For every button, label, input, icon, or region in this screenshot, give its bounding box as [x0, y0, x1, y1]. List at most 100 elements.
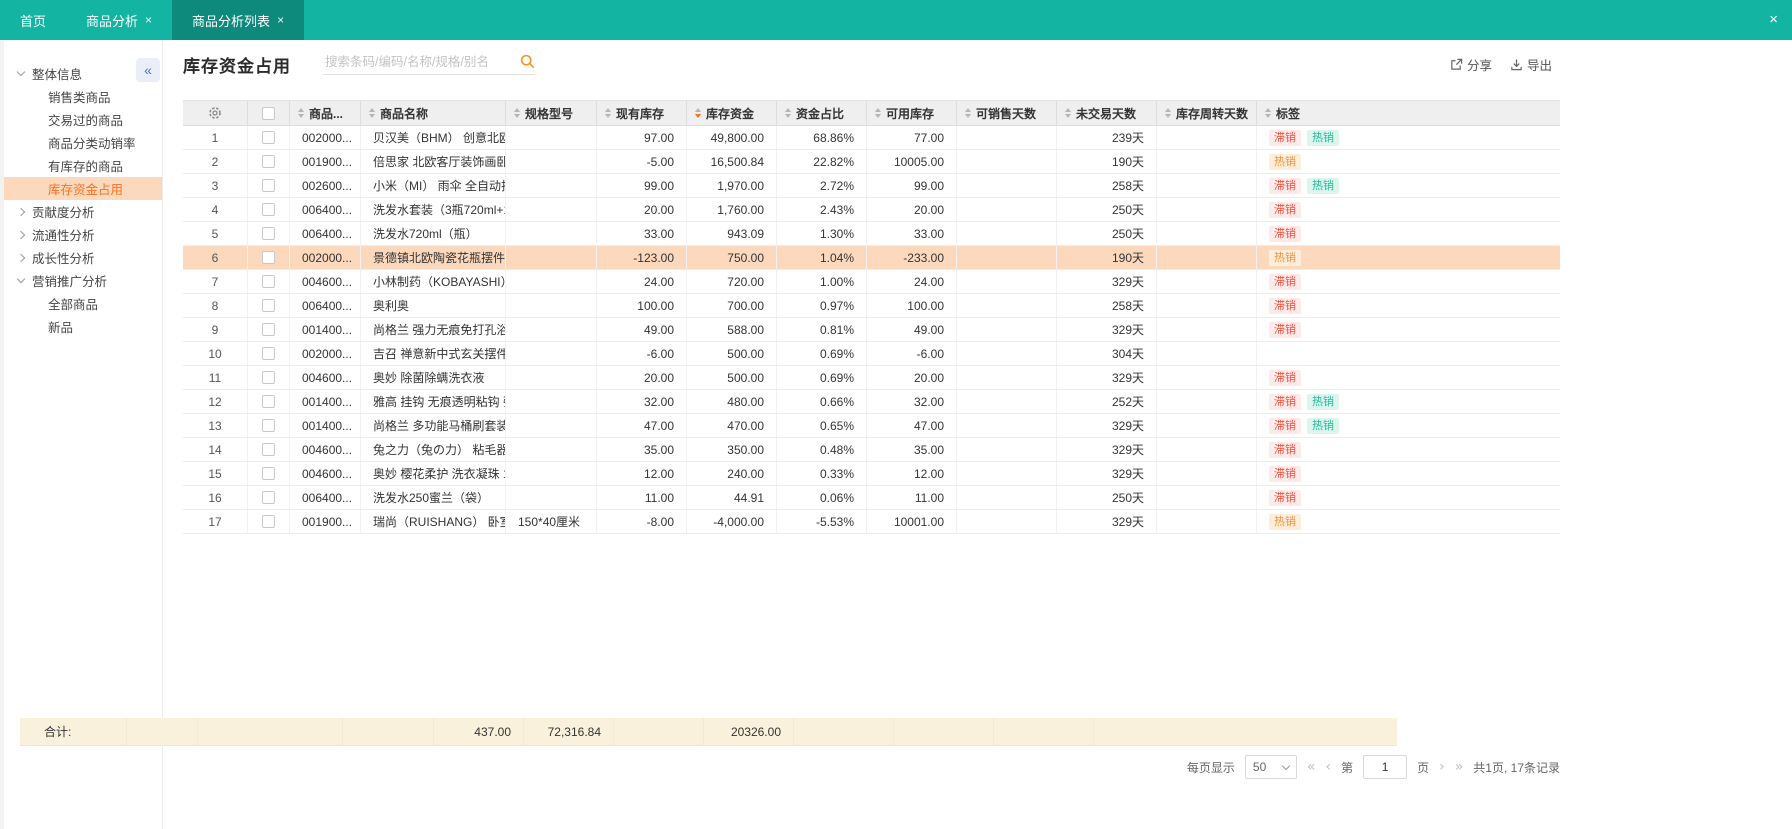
table-row[interactable]: 14 004600... 兔之力（兔の力） 粘毛器粘 35.00 350.00 0.48%…: [183, 438, 1560, 462]
row-checkbox[interactable]: [262, 179, 275, 192]
table-row[interactable]: 17 001900... 瑞尚（RUISHANG） 卧室 150*40厘米 -8.00-…: [183, 510, 1560, 534]
search-input[interactable]: [323, 53, 520, 70]
sidebar-collapse-button[interactable]: «: [136, 58, 160, 82]
table-row[interactable]: 2 001900... 倍思家 北欧客厅装饰画卧室 -5.00 16,500.84 22.…: [183, 150, 1560, 174]
table-row[interactable]: 7 004600... 小林制药（KOBAYASHI） 24.00 720.00 1.00…: [183, 270, 1560, 294]
column-header-spec[interactable]: 规格型号: [506, 101, 597, 125]
first-page-icon[interactable]: «: [1306, 759, 1316, 775]
column-header-stock[interactable]: 现有库存: [597, 101, 687, 125]
row-checkbox[interactable]: [262, 419, 275, 432]
cell-check[interactable]: [248, 486, 290, 509]
cell-check[interactable]: [248, 270, 290, 293]
sort-desc-icon: [875, 114, 881, 118]
table-row[interactable]: 9 001400... 尚格兰 强力无痕免打孔浴室 49.00 588.00 0.81% 4…: [183, 318, 1560, 342]
cell-check[interactable]: [248, 294, 290, 317]
column-header-ratio[interactable]: 资金占比: [777, 101, 867, 125]
sidebar-item[interactable]: 销售类商品: [4, 85, 162, 108]
table-row[interactable]: 8 006400... 奥利奥 100.00 700.00 0.97% 100.00 258天…: [183, 294, 1560, 318]
select-all-checkbox[interactable]: [262, 106, 275, 120]
prev-page-icon[interactable]: ‹: [1325, 759, 1332, 775]
column-header-check[interactable]: [248, 101, 290, 125]
cell-spec: [506, 198, 597, 221]
column-header-idx[interactable]: [183, 101, 248, 125]
page-number-input[interactable]: [1363, 755, 1408, 779]
cell-check[interactable]: [248, 318, 290, 341]
tab-首页[interactable]: 首页: [0, 0, 66, 40]
close-icon[interactable]: ×: [1769, 11, 1778, 28]
last-page-icon[interactable]: »: [1454, 759, 1464, 775]
row-checkbox[interactable]: [262, 467, 275, 480]
column-header-name[interactable]: 商品名称: [361, 101, 506, 125]
table-row[interactable]: 5 006400... 洗发水720ml（瓶） 33.00 943.09 1.30% 33.…: [183, 222, 1560, 246]
row-checkbox[interactable]: [262, 131, 275, 144]
tab-close-icon[interactable]: ×: [277, 13, 285, 27]
table-row[interactable]: 13 001400... 尚格兰 多功能马桶刷套装 47.00 470.00 0.65% 4…: [183, 414, 1560, 438]
cell-check[interactable]: [248, 414, 290, 437]
column-header-no_trade_days[interactable]: 未交易天数: [1057, 101, 1157, 125]
page-size-select[interactable]: 50: [1244, 755, 1297, 779]
sidebar-item[interactable]: 库存资金占用: [4, 177, 162, 200]
cell-check[interactable]: [248, 174, 290, 197]
cell-check[interactable]: [248, 366, 290, 389]
search-icon[interactable]: [520, 54, 535, 69]
sidebar-item[interactable]: 新品: [4, 315, 162, 338]
tab-close-icon[interactable]: ×: [145, 13, 153, 27]
row-checkbox[interactable]: [262, 275, 275, 288]
cell-check[interactable]: [248, 462, 290, 485]
export-button[interactable]: 导出: [1510, 55, 1552, 74]
cell-check[interactable]: [248, 222, 290, 245]
cell-check[interactable]: [248, 342, 290, 365]
sidebar-item[interactable]: 整体信息: [4, 62, 162, 85]
tab-商品分析列表[interactable]: 商品分析列表 ×: [172, 0, 305, 40]
table-row[interactable]: 3 002600... 小米（MI） 雨伞 全自动折 99.00 1,970.00 2.7…: [183, 174, 1560, 198]
share-button[interactable]: 分享: [1450, 55, 1492, 74]
column-header-turnover_days[interactable]: 库存周转天数: [1157, 101, 1257, 125]
row-checkbox[interactable]: [262, 203, 275, 216]
cell-idx: 15: [183, 462, 248, 485]
row-checkbox[interactable]: [262, 491, 275, 504]
table-row[interactable]: 4 006400... 洗发水套装（3瓶720ml+1 20.00 1,760.00 2.…: [183, 198, 1560, 222]
sidebar-item[interactable]: 商品分类动销率: [4, 131, 162, 154]
cell-check[interactable]: [248, 126, 290, 149]
column-header-fund[interactable]: 库存资金: [687, 101, 777, 125]
row-checkbox[interactable]: [262, 227, 275, 240]
table-row[interactable]: 15 004600... 奥妙 樱花柔护 洗衣凝珠 10 12.00 240.00 0.3…: [183, 462, 1560, 486]
row-checkbox[interactable]: [262, 371, 275, 384]
cell-check[interactable]: [248, 150, 290, 173]
column-header-sell_days[interactable]: 可销售天数: [957, 101, 1057, 125]
cell-check[interactable]: [248, 438, 290, 461]
row-checkbox[interactable]: [262, 299, 275, 312]
row-checkbox[interactable]: [262, 251, 275, 264]
row-checkbox[interactable]: [262, 323, 275, 336]
table-row[interactable]: 11 004600... 奥妙 除菌除螨洗衣液 20.00 500.00 0.69% 20.…: [183, 366, 1560, 390]
row-checkbox[interactable]: [262, 395, 275, 408]
gear-icon[interactable]: [208, 106, 222, 120]
cell-no_trade_days: 250天: [1057, 198, 1157, 221]
row-checkbox[interactable]: [262, 155, 275, 168]
cell-avail: 11.00: [867, 486, 957, 509]
sidebar-item[interactable]: 全部商品: [4, 292, 162, 315]
column-header-avail[interactable]: 可用库存: [867, 101, 957, 125]
table-row[interactable]: 1 002000...贝汉美（BHM） 创意北欧客 97.0049,800.0068…: [183, 126, 1560, 150]
column-header-tags[interactable]: 标签: [1257, 101, 1560, 125]
sidebar-item[interactable]: 有库存的商品: [4, 154, 162, 177]
table-row[interactable]: 12 001400... 雅高 挂钩 无痕透明粘钩 强 32.00 480.00 0.66…: [183, 390, 1560, 414]
cell-check[interactable]: [248, 198, 290, 221]
cell-check[interactable]: [248, 510, 290, 533]
sidebar-item[interactable]: 交易过的商品: [4, 108, 162, 131]
sidebar-item[interactable]: 营销推广分析: [4, 269, 162, 292]
next-page-icon[interactable]: ›: [1439, 759, 1445, 775]
cell-check[interactable]: [248, 390, 290, 413]
table-row[interactable]: 16 006400... 洗发水250蜜兰（袋） 11.00 44.91 0.06% 11.…: [183, 486, 1560, 510]
sidebar-item[interactable]: 流通性分析: [4, 223, 162, 246]
column-header-code[interactable]: 商品...: [290, 101, 361, 125]
cell-check[interactable]: [248, 246, 290, 269]
row-checkbox[interactable]: [262, 443, 275, 456]
row-checkbox[interactable]: [262, 515, 275, 528]
table-row[interactable]: 10 002000... 吉召 禅意新中式玄关摆件客 -6.00 500.00 0.69%…: [183, 342, 1560, 366]
table-row[interactable]: 6 002000... 景德镇北欧陶瓷花瓶摆件 仿 -123.00 750.00 1.04…: [183, 246, 1560, 270]
tab-商品分析[interactable]: 商品分析 ×: [66, 0, 172, 40]
row-checkbox[interactable]: [262, 347, 275, 360]
sidebar-item[interactable]: 成长性分析: [4, 246, 162, 269]
sidebar-item[interactable]: 贡献度分析: [4, 200, 162, 223]
